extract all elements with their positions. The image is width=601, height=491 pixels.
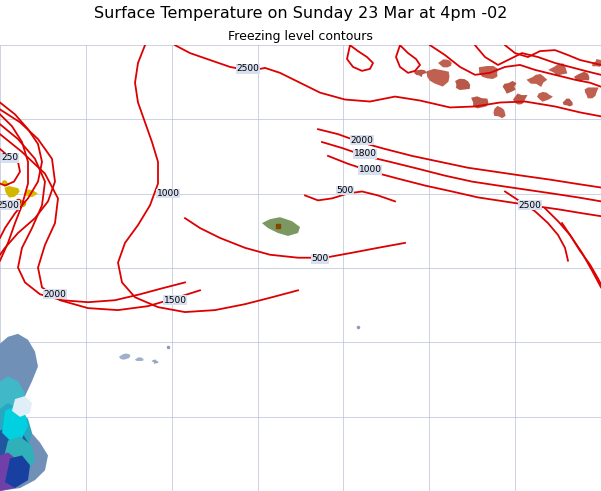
Polygon shape: [537, 92, 553, 102]
Polygon shape: [151, 359, 158, 364]
Polygon shape: [5, 186, 20, 197]
Polygon shape: [2, 436, 35, 478]
Polygon shape: [548, 63, 567, 76]
Polygon shape: [2, 180, 10, 186]
Polygon shape: [455, 79, 470, 90]
Polygon shape: [502, 81, 516, 94]
Text: 1000: 1000: [156, 189, 180, 198]
Text: 2000: 2000: [350, 136, 373, 144]
Polygon shape: [5, 456, 30, 488]
Polygon shape: [0, 376, 25, 426]
Polygon shape: [493, 106, 505, 118]
Text: 1500: 1500: [163, 296, 186, 305]
Polygon shape: [513, 93, 528, 105]
Text: Surface Temperature on Sunday 23 Mar at 4pm -02: Surface Temperature on Sunday 23 Mar at …: [94, 6, 507, 21]
Polygon shape: [119, 354, 130, 360]
Text: 250: 250: [1, 153, 19, 163]
Polygon shape: [12, 396, 32, 417]
Text: 2500: 2500: [0, 201, 19, 210]
Text: 2000: 2000: [43, 290, 67, 299]
Polygon shape: [414, 70, 427, 77]
Polygon shape: [17, 199, 26, 207]
Text: 1800: 1800: [353, 149, 376, 159]
Text: 500: 500: [337, 186, 353, 195]
Polygon shape: [262, 217, 300, 236]
Polygon shape: [438, 59, 452, 67]
Polygon shape: [0, 334, 48, 491]
Polygon shape: [2, 406, 28, 440]
Polygon shape: [585, 87, 599, 98]
Polygon shape: [563, 99, 573, 107]
Polygon shape: [479, 66, 498, 79]
Polygon shape: [427, 69, 450, 86]
Polygon shape: [471, 96, 489, 109]
Polygon shape: [24, 190, 38, 197]
Text: 500: 500: [311, 254, 329, 263]
Polygon shape: [5, 203, 11, 208]
Polygon shape: [0, 403, 32, 463]
Text: 1000: 1000: [359, 165, 382, 174]
Polygon shape: [592, 59, 601, 67]
Text: 2500: 2500: [237, 64, 260, 73]
Text: Freezing level contours: Freezing level contours: [228, 29, 373, 43]
Text: 2500: 2500: [519, 201, 542, 210]
Polygon shape: [526, 74, 548, 87]
Polygon shape: [0, 426, 30, 485]
Polygon shape: [0, 452, 22, 491]
Polygon shape: [135, 357, 144, 361]
Polygon shape: [574, 72, 590, 82]
